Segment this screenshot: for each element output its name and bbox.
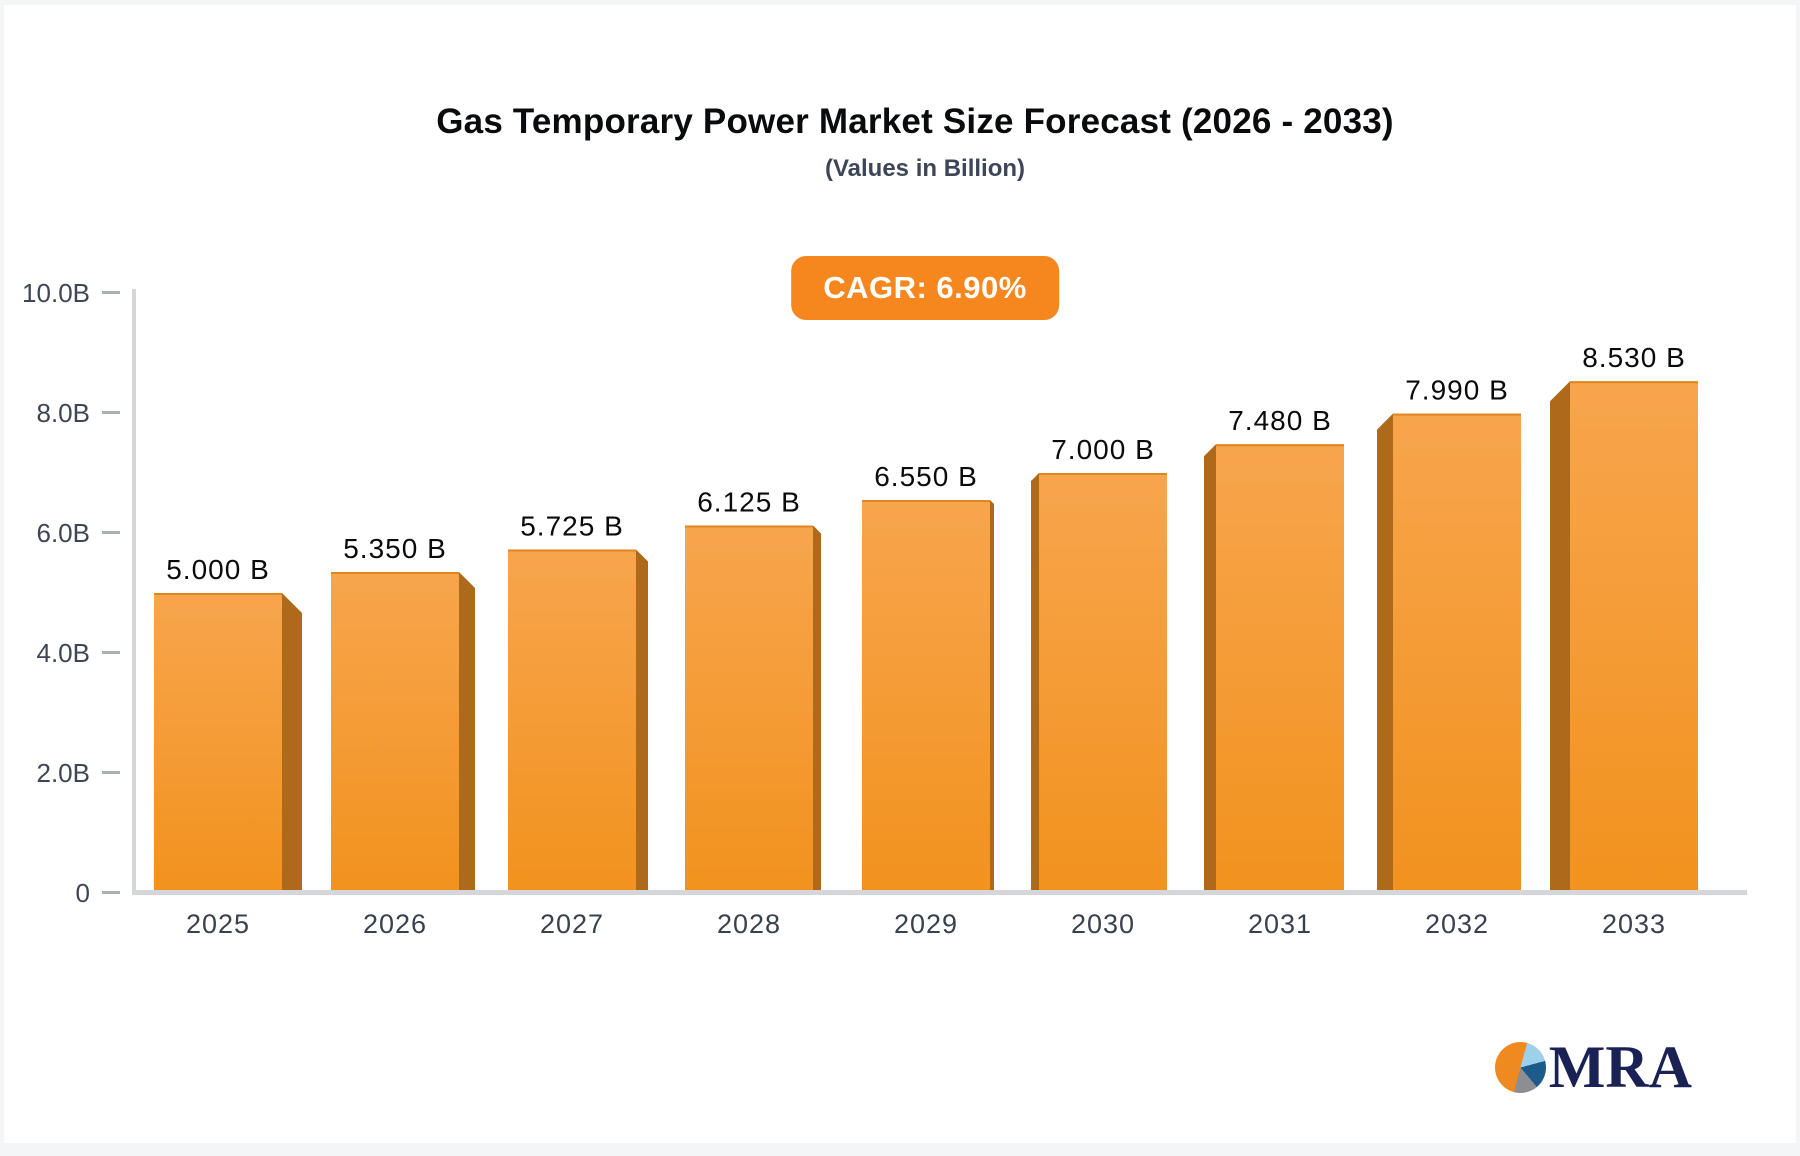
bar-group-2033: 8.530 B 2033 xyxy=(1550,342,1698,939)
bar-top-edge xyxy=(1039,473,1167,475)
bar-group-2029: 6.550 B 2029 xyxy=(862,461,994,939)
x-axis-label: 2030 xyxy=(1071,909,1135,939)
y-tick-mark xyxy=(102,651,120,654)
bar-front-face xyxy=(331,572,459,893)
bar-front-face xyxy=(508,549,636,893)
bar-front-face xyxy=(1216,444,1344,893)
y-tick-mark xyxy=(102,291,120,294)
y-tick-mark xyxy=(102,411,120,414)
x-axis-label: 2031 xyxy=(1248,909,1312,939)
y-tick-label: 10.0B xyxy=(22,278,90,308)
y-tick-label: 4.0B xyxy=(37,638,91,668)
bar-front-face xyxy=(1393,413,1521,893)
bar-group-2031: 7.480 B 2031 xyxy=(1204,405,1344,939)
cagr-badge: CAGR: 6.90% xyxy=(791,256,1059,320)
y-tick-label: 6.0B xyxy=(37,518,91,548)
x-axis-label: 2028 xyxy=(717,909,781,939)
chart-card: 0 2.0B 4.0B 6.0B 8.0B 10.0B 5.000 B 2025 5.350 B… xyxy=(4,5,1796,1143)
bar-top-edge xyxy=(1216,444,1344,447)
bar-value-label: 6.550 B xyxy=(874,461,978,492)
bar-value-label: 7.480 B xyxy=(1228,405,1332,436)
y-tick-mark xyxy=(102,771,120,774)
bar-side-face xyxy=(459,572,475,891)
bar-side-face xyxy=(1377,413,1393,891)
bar-top-edge xyxy=(154,593,282,595)
x-axis-line xyxy=(132,890,1747,895)
bar-side-face xyxy=(282,593,302,891)
bar-top-edge xyxy=(331,572,459,574)
bar-value-label: 5.000 B xyxy=(166,554,270,585)
bar-value-label: 5.350 B xyxy=(343,533,447,564)
y-tick-label: 0 xyxy=(76,878,90,908)
bar-front-face xyxy=(862,500,990,893)
bar-value-label: 5.725 B xyxy=(520,511,624,542)
y-tick-label: 2.0B xyxy=(37,758,91,788)
bar-group-2026: 5.350 B 2026 xyxy=(331,533,475,939)
bar-value-label: 7.990 B xyxy=(1405,375,1509,406)
bar-side-face xyxy=(1550,381,1570,891)
y-tick-label: 8.0B xyxy=(37,398,91,428)
chart-title: Gas Temporary Power Market Size Forecast… xyxy=(436,102,1394,141)
y-tick-mark xyxy=(102,531,120,534)
bar-group-2028: 6.125 B 2028 xyxy=(685,487,821,939)
bar-front-face xyxy=(685,525,813,893)
x-axis-label: 2027 xyxy=(540,909,604,939)
bar-group-2027: 5.725 B 2027 xyxy=(508,511,648,939)
x-axis-label: 2025 xyxy=(186,909,250,939)
bar-value-label: 8.530 B xyxy=(1582,342,1686,373)
pie-chart-icon xyxy=(1494,1041,1546,1093)
y-axis-line xyxy=(132,289,136,895)
bar-front-face xyxy=(154,593,282,893)
bar-side-face xyxy=(1204,444,1216,891)
chart-subtitle: (Values in Billion) xyxy=(824,155,1026,182)
bar-top-edge xyxy=(685,525,813,528)
bar-side-face xyxy=(813,525,821,891)
bar-chart: 0 2.0B 4.0B 6.0B 8.0B 10.0B 5.000 B 2025 5.350 B… xyxy=(22,278,1747,939)
brand-logo: MRA xyxy=(1494,1034,1692,1100)
bar-group-2030: 7.000 B 2030 xyxy=(1031,434,1167,939)
bar-side-face xyxy=(990,500,994,891)
bar-front-face xyxy=(1570,381,1698,893)
bar-top-edge xyxy=(1393,413,1521,416)
x-axis-label: 2032 xyxy=(1425,909,1489,939)
brand-name: MRA xyxy=(1548,1034,1692,1100)
bar-group-2025: 5.000 B 2025 xyxy=(154,554,302,939)
bar-group-2032: 7.990 B 2032 xyxy=(1377,375,1521,939)
x-axis-label: 2033 xyxy=(1602,909,1666,939)
bar-top-edge xyxy=(862,500,990,502)
bar-top-edge xyxy=(508,549,636,552)
x-axis-label: 2029 xyxy=(894,909,958,939)
bar-value-label: 6.125 B xyxy=(697,487,801,518)
bar-front-face xyxy=(1039,473,1167,893)
x-axis-label: 2026 xyxy=(363,909,427,939)
bar-side-face xyxy=(636,549,648,891)
y-tick-mark xyxy=(102,891,120,894)
bar-value-label: 7.000 B xyxy=(1051,434,1155,465)
bar-side-face xyxy=(1031,473,1039,891)
bar-top-edge xyxy=(1570,381,1698,384)
